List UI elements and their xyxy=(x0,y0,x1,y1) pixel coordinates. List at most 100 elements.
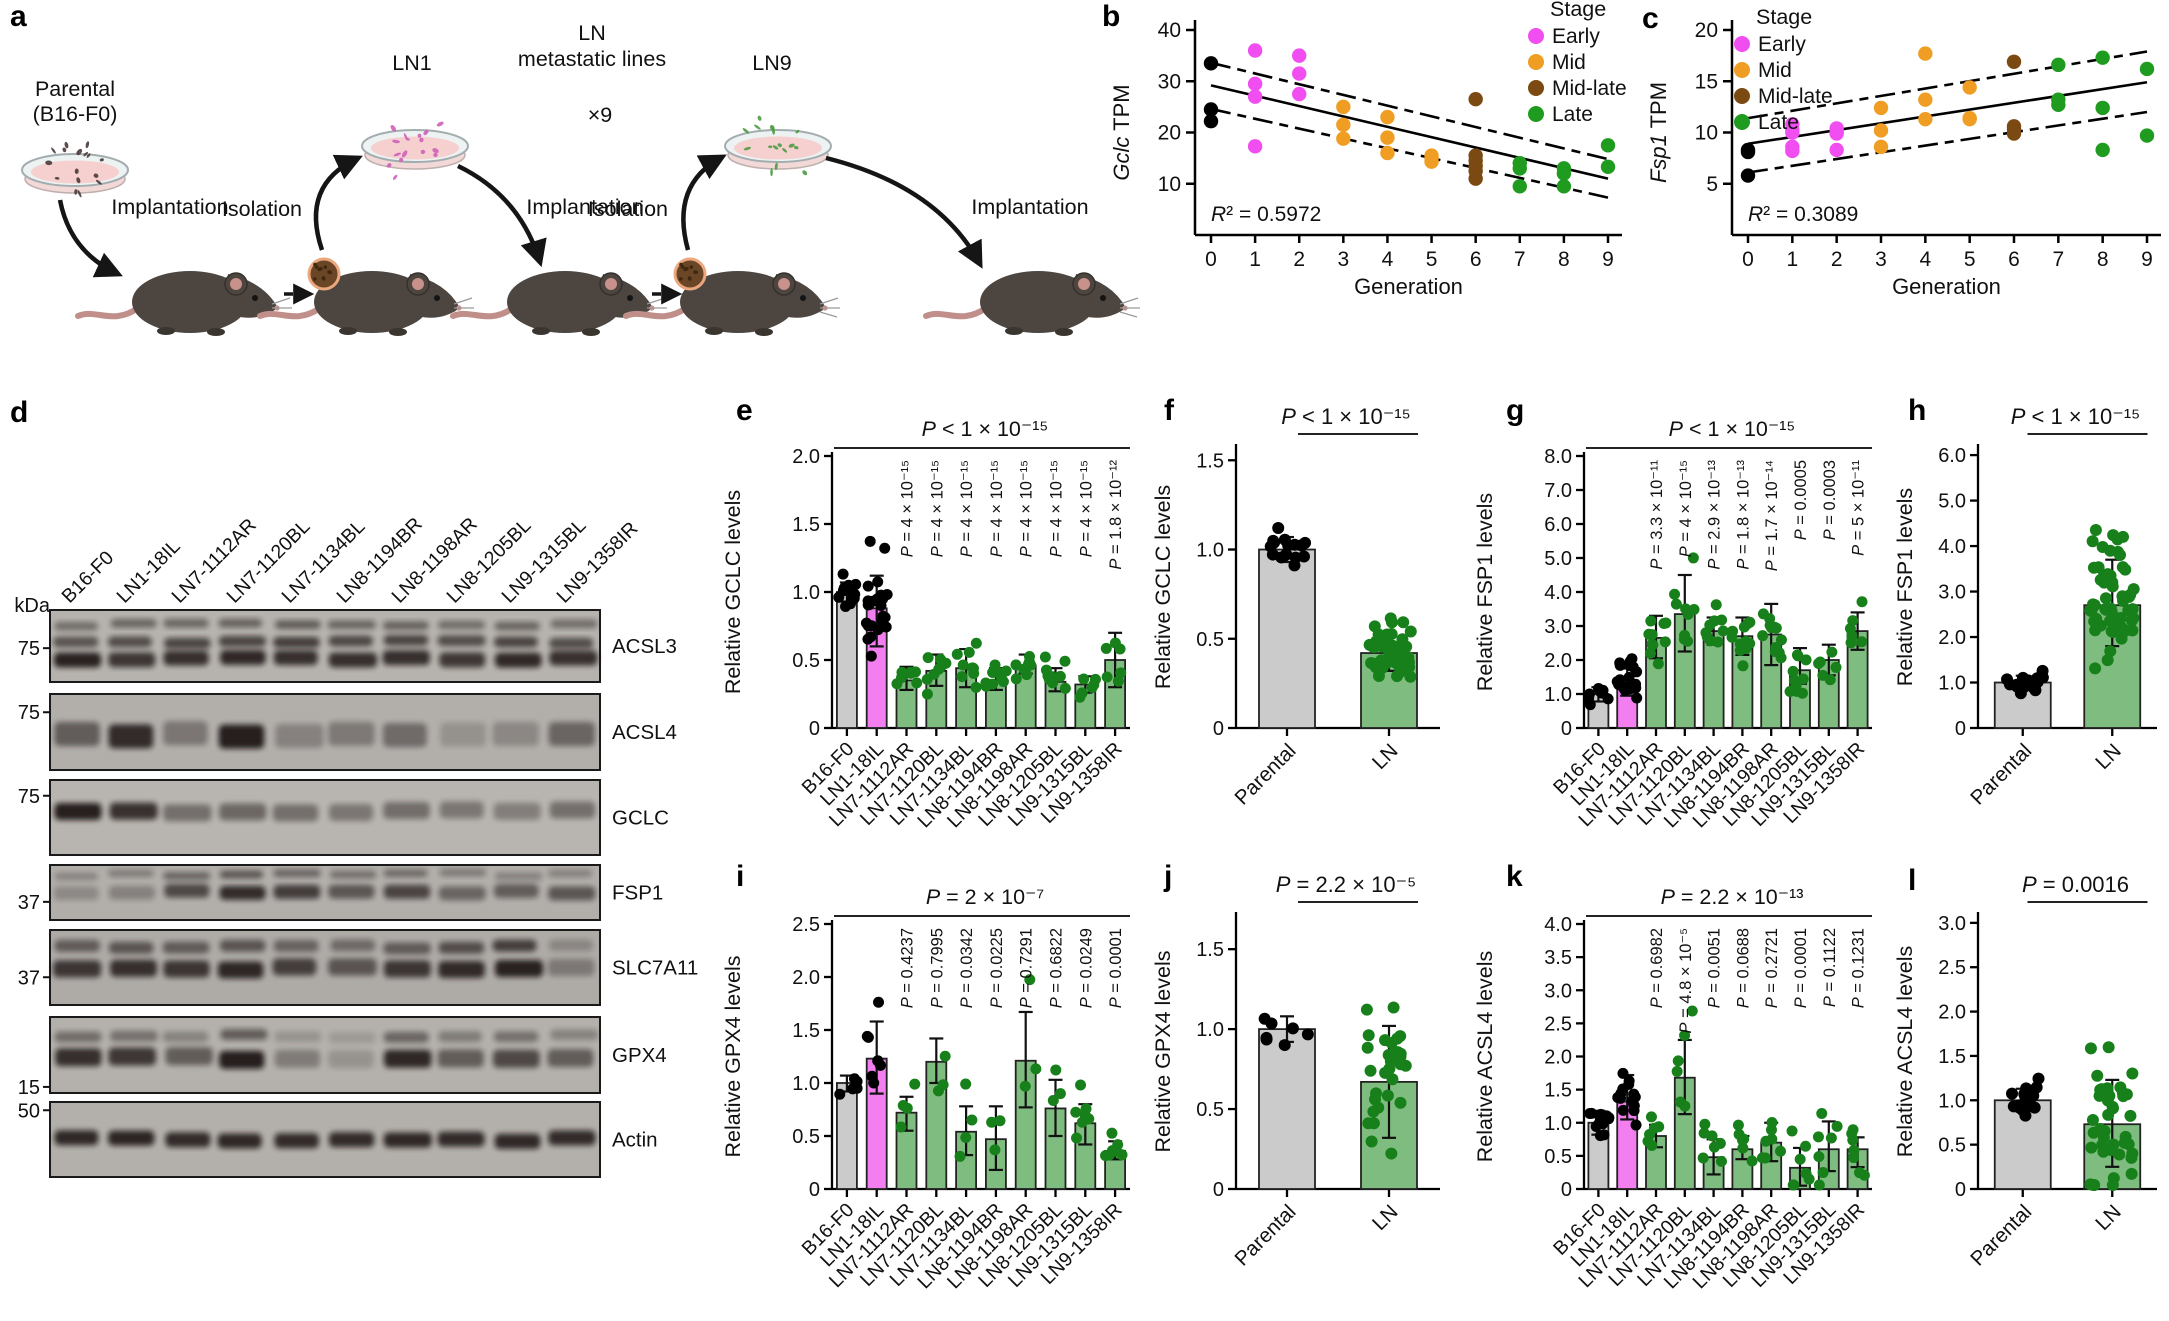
svg-text:3.0: 3.0 xyxy=(1938,913,1966,935)
svg-text:LN: LN xyxy=(578,21,605,45)
panel-h-chart-svg: P < 1 × 10⁻¹⁵ 0 1.0 2.0 3.0 4.0 5.0 6.0 Relative… xyxy=(1893,404,2157,810)
svg-text:Generation: Generation xyxy=(1354,274,1463,299)
series-mid-late xyxy=(1468,91,1483,186)
svg-text:LN: LN xyxy=(2091,739,2126,774)
svg-text:Relative ACSL4 levels: Relative ACSL4 levels xyxy=(1893,946,1917,1158)
mid-late-legend-dot xyxy=(1528,80,1544,96)
svg-text:1.0: 1.0 xyxy=(1196,1019,1224,1041)
svg-text:P = 0.0005: P = 0.0005 xyxy=(1792,460,1810,540)
svg-text:P = 4 × 10⁻¹⁵: P = 4 × 10⁻¹⁵ xyxy=(1677,460,1695,557)
data-points xyxy=(951,637,982,693)
svg-text:2.5: 2.5 xyxy=(1938,957,1966,979)
svg-text:0: 0 xyxy=(1205,248,1217,271)
svg-text:1.5: 1.5 xyxy=(1196,939,1224,961)
svg-text:P = 0.7291: P = 0.7291 xyxy=(1018,928,1036,1008)
western-blot-image: kDa B16-F0 LN1-18IL LN7-1112AR LN7-1120BL LN7… xyxy=(0,390,700,1321)
svg-text:3.0: 3.0 xyxy=(1938,582,1966,604)
mouse-illustration xyxy=(923,271,1140,336)
petri-dish xyxy=(21,141,129,198)
mouse-illustration xyxy=(257,257,474,336)
svg-text:1.5: 1.5 xyxy=(1544,1080,1572,1102)
data-points xyxy=(1612,1067,1642,1131)
svg-text:1: 1 xyxy=(1786,248,1798,271)
svg-text:P = 0.0001: P = 0.0001 xyxy=(1792,928,1810,1008)
svg-text:P = 2 × 10⁻⁷: P = 2 × 10⁻⁷ xyxy=(926,885,1044,909)
data-points xyxy=(2001,664,2049,700)
blot-ACSL4 xyxy=(49,693,601,771)
panel-j-chart-svg: P = 2.2 × 10⁻⁵ 0 0.5 1.0 1.5 Relative GPX4 le… xyxy=(1151,872,1440,1271)
blot-FSP1 xyxy=(49,864,601,921)
data-points xyxy=(2084,1041,2139,1191)
svg-text:Relative GCLC levels: Relative GCLC levels xyxy=(1151,485,1175,689)
data-points xyxy=(932,1050,951,1097)
data-points xyxy=(1019,974,1042,1092)
panel-j-bars: P = 2.2 × 10⁻⁵ 0 0.5 1.0 1.5 Relative GPX4 le… xyxy=(1140,858,1452,1321)
data-points xyxy=(860,535,893,662)
svg-text:Generation: Generation xyxy=(1892,274,2001,299)
svg-text:P = 2.2 × 10⁻¹³: P = 2.2 × 10⁻¹³ xyxy=(1661,885,1804,909)
data-points xyxy=(2084,523,2140,675)
panel-l-bars: P = 0.0016 0 0.5 1.0 1.5 2.0 2.5 3.0 Relative AC… xyxy=(1882,858,2169,1321)
svg-text:P = 0.0225: P = 0.0225 xyxy=(988,928,1006,1008)
svg-text:8.0: 8.0 xyxy=(1544,446,1572,468)
data-points xyxy=(1846,1124,1870,1181)
panel-g-bars: P < 1 × 10⁻¹⁵ 0 1.0 2.0 3.0 4.0 5.0 6.0 7.0 8.0 Re… xyxy=(1452,390,1882,860)
svg-text:20: 20 xyxy=(1158,122,1181,145)
svg-text:0.5: 0.5 xyxy=(1196,629,1224,651)
svg-text:×9: ×9 xyxy=(588,103,613,127)
svg-text:P = 1.8 × 10⁻¹²: P = 1.8 × 10⁻¹² xyxy=(1107,460,1125,570)
svg-text:8: 8 xyxy=(2097,248,2109,271)
data-points xyxy=(986,1115,1006,1156)
svg-text:4: 4 xyxy=(1382,248,1394,271)
svg-text:2.0: 2.0 xyxy=(1544,650,1572,672)
svg-text:15: 15 xyxy=(1695,70,1718,93)
svg-text:1.0: 1.0 xyxy=(792,1073,820,1095)
panel-b-scatter: 10 20 30 40 0 1 2 3 4 5 6 7 8 9 Generation Gclc TPM R² =… xyxy=(1095,0,1630,300)
svg-text:0.5: 0.5 xyxy=(1938,1135,1966,1157)
svg-text:40: 40 xyxy=(1158,19,1181,42)
svg-text:15: 15 xyxy=(18,1077,40,1099)
data-points xyxy=(891,666,923,690)
data-points xyxy=(834,1073,863,1100)
svg-text:2: 2 xyxy=(1293,248,1305,271)
svg-text:P = 4 × 10⁻¹⁵: P = 4 × 10⁻¹⁵ xyxy=(958,460,976,557)
svg-text:0: 0 xyxy=(1955,718,1966,740)
panel-a-label: a xyxy=(10,0,27,33)
svg-text:0.5: 0.5 xyxy=(1196,1099,1224,1121)
svg-text:0: 0 xyxy=(1213,1179,1224,1201)
data-points xyxy=(1100,1127,1128,1162)
svg-text:6: 6 xyxy=(1470,248,1482,271)
gclc-tpm-chart: 10 20 30 40 0 1 2 3 4 5 6 7 8 9 Generation Gclc TPM R² =… xyxy=(1095,0,1630,300)
bar-Parental xyxy=(1258,548,1316,729)
data-points xyxy=(1697,1118,1727,1167)
data-points xyxy=(895,1078,921,1133)
svg-text:2.0: 2.0 xyxy=(792,967,820,989)
svg-text:4.0: 4.0 xyxy=(1544,914,1572,936)
panel-f-chart-svg: P < 1 × 10⁻¹⁵ 0 0.5 1.0 1.5 Relative GCLC lev… xyxy=(1151,404,1440,810)
svg-text:3.5: 3.5 xyxy=(1544,947,1572,969)
svg-text:2.0: 2.0 xyxy=(792,446,820,468)
svg-text:Parental: Parental xyxy=(1230,739,1300,809)
data-points xyxy=(980,659,1012,692)
svg-text:P < 1 × 10⁻¹⁵: P < 1 × 10⁻¹⁵ xyxy=(1669,417,1796,441)
svg-text:Mid: Mid xyxy=(1758,59,1792,82)
mouse-illustration xyxy=(450,271,667,336)
series-early xyxy=(1247,43,1307,154)
svg-text:Relative GPX4 levels: Relative GPX4 levels xyxy=(1151,951,1175,1153)
blot-Actin xyxy=(49,1101,601,1178)
panel-j-label: j xyxy=(1164,860,1173,893)
svg-text:0: 0 xyxy=(1955,1179,1966,1201)
panel-d-western-blots: kDa B16-F0 LN1-18IL LN7-1112AR LN7-1120BL LN7… xyxy=(0,390,700,1321)
tumor-illustration xyxy=(307,257,341,291)
data-points xyxy=(1583,682,1614,711)
svg-text:2.0: 2.0 xyxy=(1938,627,1966,649)
early-legend-dot xyxy=(1528,28,1544,44)
mid-legend-dot xyxy=(1528,54,1544,70)
acsl4-levels-chart: P = 2.2 × 10⁻¹³ 0 0.5 1.0 1.5 2.0 2.5 3.0 3.5 4.0… xyxy=(1452,858,1882,1321)
svg-text:Implantation: Implantation xyxy=(111,195,228,219)
svg-text:Relative FSP1 levels: Relative FSP1 levels xyxy=(1473,493,1497,691)
blot-GPX4 xyxy=(49,1016,601,1094)
svg-text:37: 37 xyxy=(18,892,40,914)
data-points xyxy=(1360,1001,1412,1160)
data-points xyxy=(1726,616,1756,672)
